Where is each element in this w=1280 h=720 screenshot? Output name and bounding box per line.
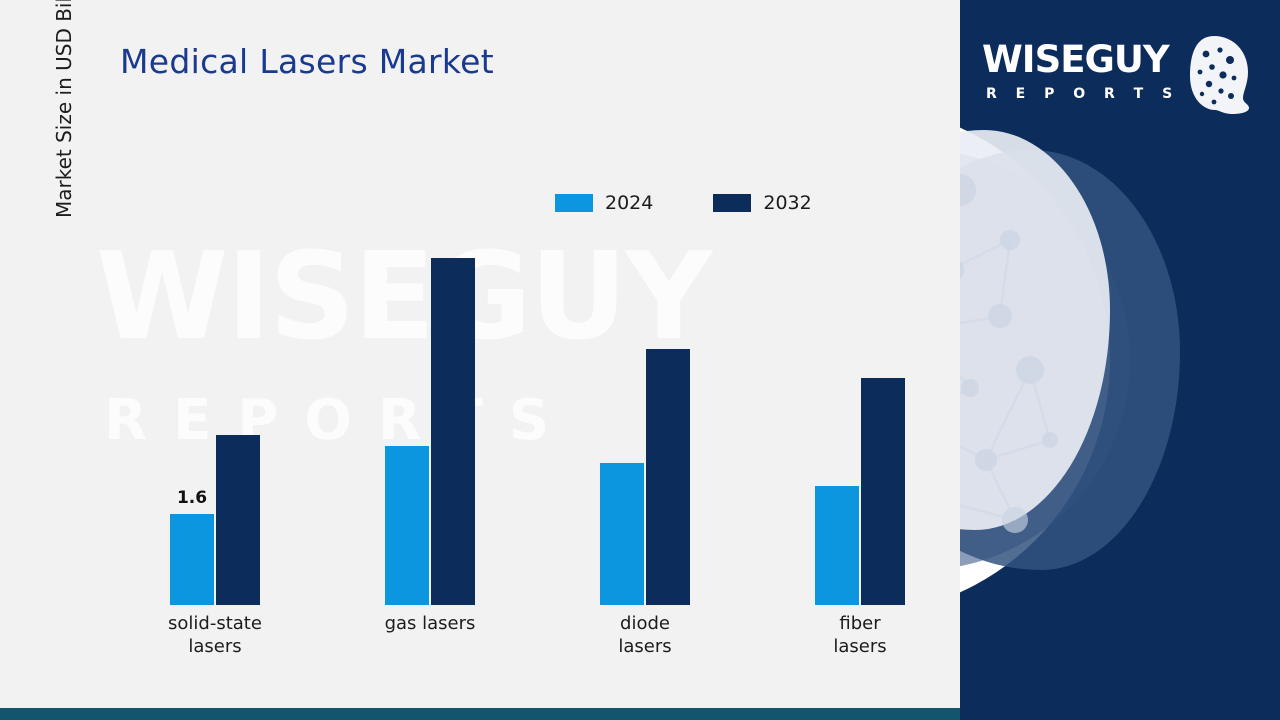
brand-logo-text: WISEGUY: [982, 38, 1170, 81]
brand-head-mark-icon: [1190, 36, 1249, 114]
legend-label-2024: 2024: [605, 192, 654, 214]
plot-area: 1.6: [110, 230, 940, 605]
category-label-solid-state-lasers: solid-state lasers: [168, 613, 262, 657]
category-label-diode-lasers: diode lasers: [618, 613, 672, 657]
bar-group-gas-lasers: [385, 258, 475, 605]
bar-2032-diode-lasers[interactable]: [646, 349, 690, 605]
legend-item-2024[interactable]: 2024: [555, 192, 653, 214]
bar-group-fiber-lasers: [815, 378, 905, 605]
bar-group-solid-state-lasers: [170, 435, 260, 605]
legend-item-2032[interactable]: 2032: [713, 192, 812, 214]
bar-2032-solid-state-lasers[interactable]: [216, 435, 260, 605]
bar-2024-diode-lasers[interactable]: [600, 463, 644, 605]
legend-swatch-2032: [713, 194, 752, 212]
y-axis-label: Market Size in USD Billion: [52, 0, 76, 218]
brand-logo-subtext: R E P O R T S: [986, 86, 1180, 102]
bottom-accent-strip: [0, 708, 960, 720]
page-title: Medical Lasers Market: [120, 42, 495, 81]
bar-2024-gas-lasers[interactable]: [385, 446, 429, 605]
chart: Market Size in USD Billion 2024 2032 1.6…: [52, 0, 940, 657]
bar-group-diode-lasers: [600, 349, 690, 605]
category-label-fiber-lasers: fiber lasers: [833, 613, 887, 657]
bar-2024-fiber-lasers[interactable]: [815, 486, 859, 605]
bar-value-label: 1.6: [176, 488, 208, 508]
legend-label-2032: 2032: [763, 192, 812, 214]
bar-2032-fiber-lasers[interactable]: [861, 378, 905, 605]
brand-logo: WISEGUY R E P O R T S: [982, 34, 1254, 114]
network-dots-decoration: [960, 174, 1058, 533]
brand-panel: WISEGUY R E P O R T S: [960, 0, 1280, 720]
category-label-gas-lasers: gas lasers: [384, 613, 476, 634]
legend-swatch-2024: [555, 194, 593, 212]
bar-2024-solid-state-lasers[interactable]: [170, 514, 214, 605]
chart-legend: 2024 2032: [555, 192, 812, 214]
bar-2032-gas-lasers[interactable]: [431, 258, 475, 605]
